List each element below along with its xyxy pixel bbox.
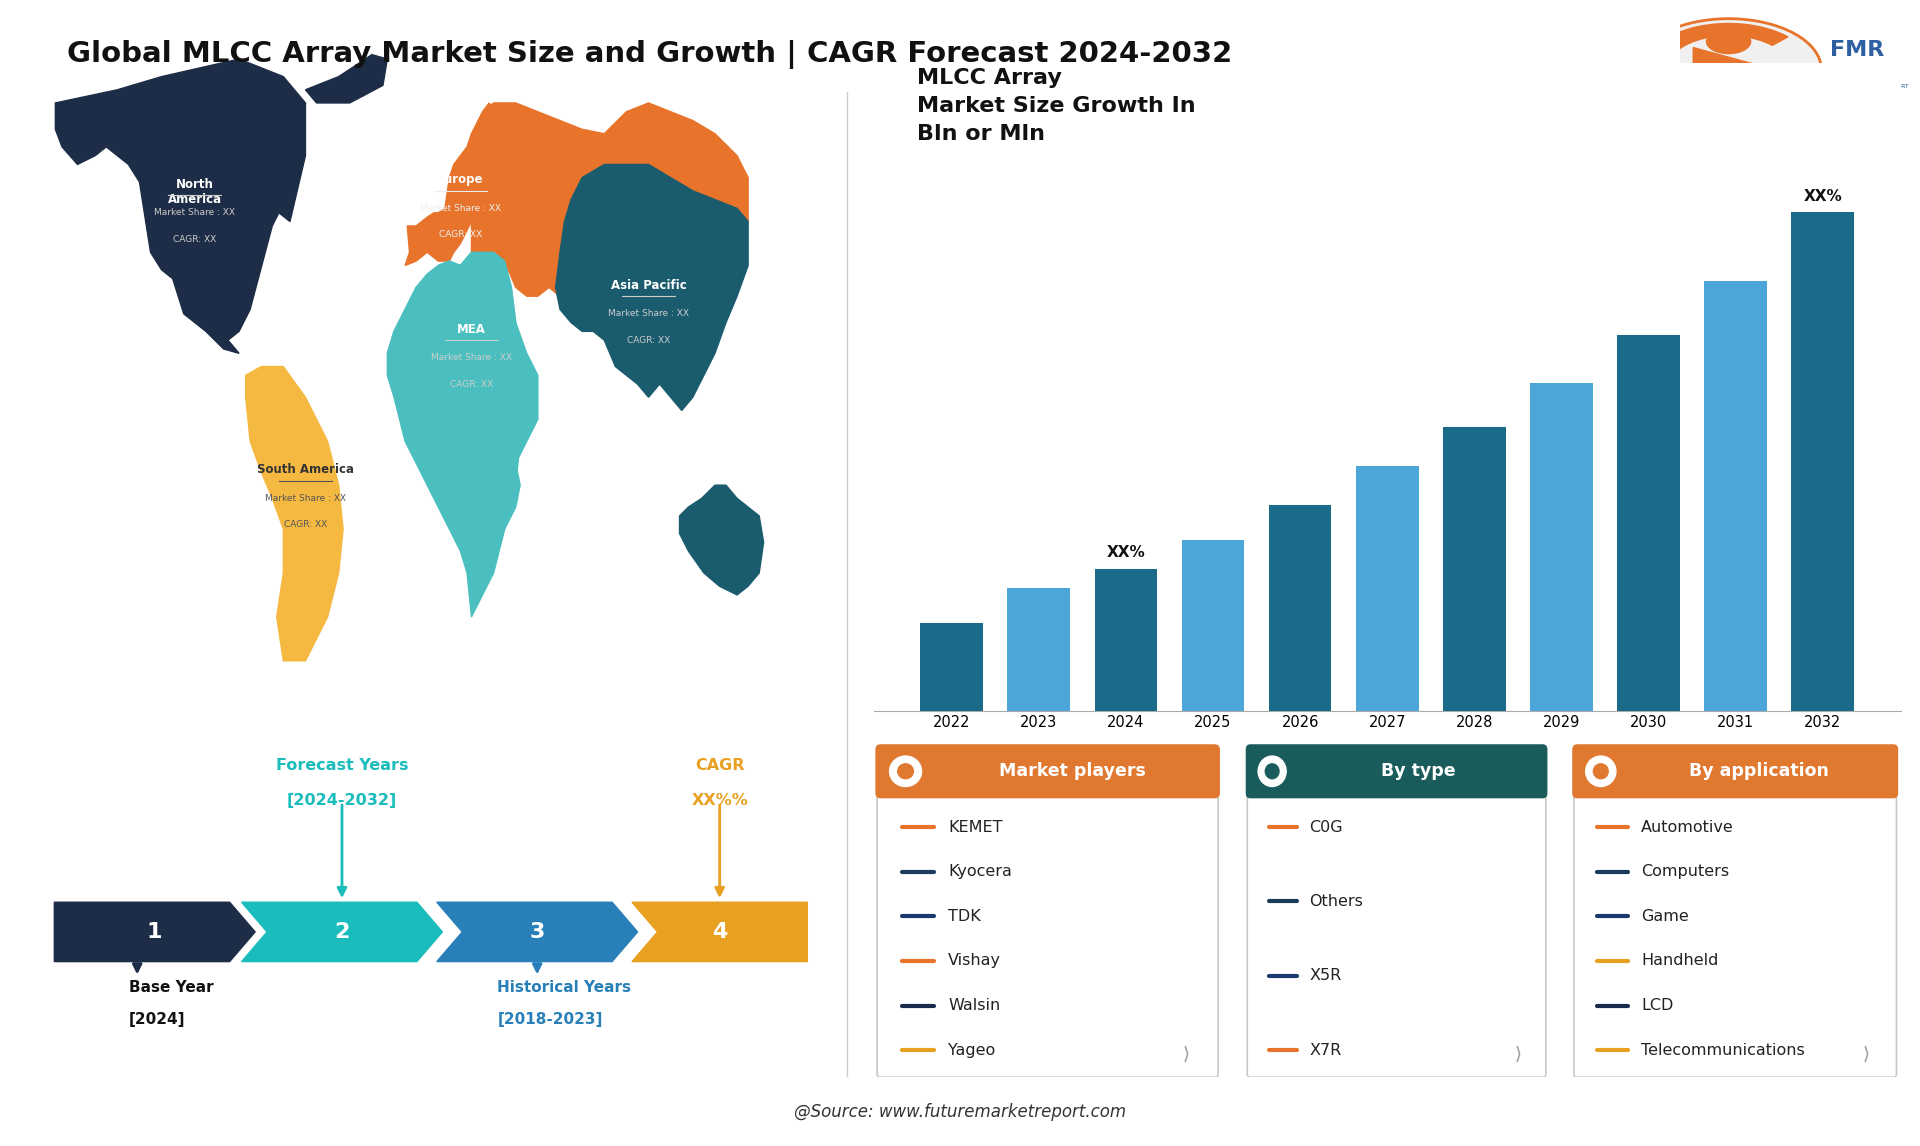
Text: CAGR: XX: CAGR: XX <box>284 520 326 529</box>
Text: XX%: XX% <box>1106 545 1144 560</box>
Bar <box>1705 281 1766 711</box>
Circle shape <box>1258 756 1286 786</box>
Bar <box>1269 505 1331 711</box>
Text: Asia Pacific: Asia Pacific <box>611 278 687 292</box>
Text: XX%%: XX%% <box>691 793 749 808</box>
Text: @Source: www.futuremarketreport.com: @Source: www.futuremarketreport.com <box>795 1102 1125 1121</box>
Text: Automotive: Automotive <box>1642 819 1734 834</box>
Text: MEA: MEA <box>457 323 486 336</box>
Bar <box>1181 540 1244 711</box>
Polygon shape <box>56 60 305 353</box>
Text: FMR: FMR <box>1830 40 1884 60</box>
Circle shape <box>1594 764 1609 779</box>
Text: X5R: X5R <box>1309 968 1342 983</box>
Text: By type: By type <box>1380 762 1455 780</box>
FancyBboxPatch shape <box>877 793 1217 1077</box>
Text: CAGR: CAGR <box>695 759 745 774</box>
Text: North
America: North America <box>167 178 223 205</box>
Polygon shape <box>1693 47 1772 91</box>
Text: XX%: XX% <box>1803 189 1841 204</box>
Text: Game: Game <box>1642 909 1690 924</box>
Text: Vishay: Vishay <box>948 953 1000 968</box>
Text: ⟩: ⟩ <box>1862 1045 1870 1063</box>
Text: ⟩: ⟩ <box>1183 1045 1190 1063</box>
Polygon shape <box>388 252 520 617</box>
Bar <box>1008 588 1069 711</box>
FancyBboxPatch shape <box>1574 793 1897 1077</box>
Text: Telecommunications: Telecommunications <box>1642 1043 1805 1058</box>
Text: [2024-2032]: [2024-2032] <box>286 793 397 808</box>
Text: X7R: X7R <box>1309 1043 1342 1058</box>
Circle shape <box>1707 30 1751 54</box>
Text: Market players: Market players <box>998 762 1146 780</box>
Text: Walsin: Walsin <box>948 998 1000 1013</box>
Text: FUTURE MARKET REPORT: FUTURE MARKET REPORT <box>1830 84 1908 88</box>
Text: Yageo: Yageo <box>948 1043 995 1058</box>
Polygon shape <box>438 902 637 961</box>
Text: KEMET: KEMET <box>948 819 1002 834</box>
Text: Base Year: Base Year <box>129 980 213 996</box>
Circle shape <box>1265 764 1279 779</box>
Polygon shape <box>54 902 255 961</box>
FancyBboxPatch shape <box>1246 744 1548 799</box>
Text: 1: 1 <box>148 921 163 942</box>
Text: 2: 2 <box>334 921 349 942</box>
Bar <box>1791 212 1855 711</box>
Text: [2018-2023]: [2018-2023] <box>497 1012 603 1027</box>
Text: C0G: C0G <box>1309 819 1344 834</box>
Circle shape <box>1636 18 1822 119</box>
Text: CAGR: XX: CAGR: XX <box>628 336 670 345</box>
Polygon shape <box>680 485 764 595</box>
Text: Market Share : XX: Market Share : XX <box>430 353 513 362</box>
Circle shape <box>889 756 922 786</box>
Bar <box>1094 568 1158 711</box>
Polygon shape <box>405 103 493 266</box>
Bar <box>920 622 983 711</box>
Polygon shape <box>472 103 749 398</box>
Text: CAGR: XX: CAGR: XX <box>449 379 493 388</box>
Text: MLCC Array
Market Size Growth In
Bln or Mln: MLCC Array Market Size Growth In Bln or … <box>918 68 1196 144</box>
Text: South America: South America <box>257 463 353 477</box>
Text: Handheld: Handheld <box>1642 953 1718 968</box>
Text: By application: By application <box>1690 762 1828 780</box>
FancyBboxPatch shape <box>1572 744 1899 799</box>
Text: LCD: LCD <box>1642 998 1674 1013</box>
Text: Historical Years: Historical Years <box>497 980 632 996</box>
Text: CAGR: XX: CAGR: XX <box>173 235 217 244</box>
Text: Global MLCC Array Market Size and Growth | CAGR Forecast 2024-2032: Global MLCC Array Market Size and Growth… <box>67 40 1233 69</box>
Text: Kyocera: Kyocera <box>948 864 1012 879</box>
Text: Market Share : XX: Market Share : XX <box>154 209 236 218</box>
Text: ⟩: ⟩ <box>1515 1045 1521 1063</box>
FancyBboxPatch shape <box>876 744 1219 799</box>
Polygon shape <box>632 902 806 961</box>
Text: TDK: TDK <box>948 909 981 924</box>
Polygon shape <box>305 55 388 103</box>
Text: Others: Others <box>1309 894 1363 909</box>
Text: 4: 4 <box>712 921 728 942</box>
Polygon shape <box>388 252 538 573</box>
Text: 3: 3 <box>530 921 545 942</box>
Polygon shape <box>555 164 749 410</box>
Text: Market Share : XX: Market Share : XX <box>420 204 501 213</box>
Polygon shape <box>242 902 442 961</box>
Text: Computers: Computers <box>1642 864 1730 879</box>
Text: Market Share : XX: Market Share : XX <box>609 309 689 319</box>
Bar <box>1356 466 1419 711</box>
Text: Forecast Years: Forecast Years <box>276 759 409 774</box>
Text: Market Share : XX: Market Share : XX <box>265 494 346 503</box>
Polygon shape <box>246 367 344 661</box>
Wedge shape <box>1645 24 1788 115</box>
Text: CAGR: XX: CAGR: XX <box>440 230 482 240</box>
Bar <box>1530 384 1594 711</box>
Circle shape <box>899 764 914 779</box>
FancyBboxPatch shape <box>1248 793 1546 1077</box>
Text: [2024]: [2024] <box>129 1012 186 1027</box>
Text: Europe: Europe <box>438 173 484 187</box>
Bar <box>1444 427 1505 711</box>
Circle shape <box>1586 756 1617 786</box>
Bar <box>1617 335 1680 711</box>
